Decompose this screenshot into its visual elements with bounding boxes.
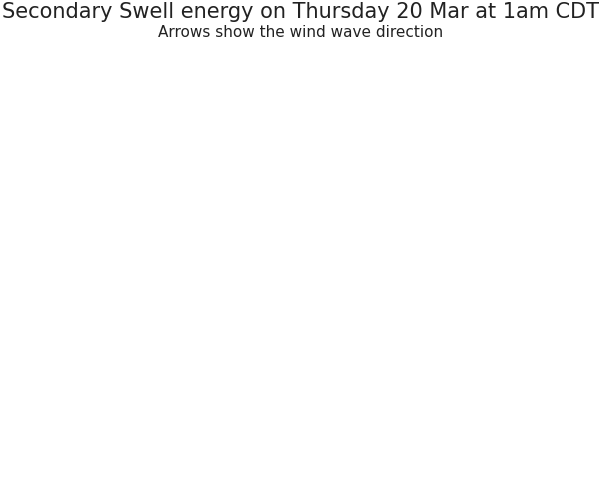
- Text: Map not available
(cartopy required): Map not available (cartopy required): [225, 246, 376, 285]
- Text: Secondary Swell energy on Thursday 20 Mar at 1am CDT: Secondary Swell energy on Thursday 20 Ma…: [2, 2, 599, 22]
- Text: Arrows show the wind wave direction: Arrows show the wind wave direction: [158, 25, 443, 41]
